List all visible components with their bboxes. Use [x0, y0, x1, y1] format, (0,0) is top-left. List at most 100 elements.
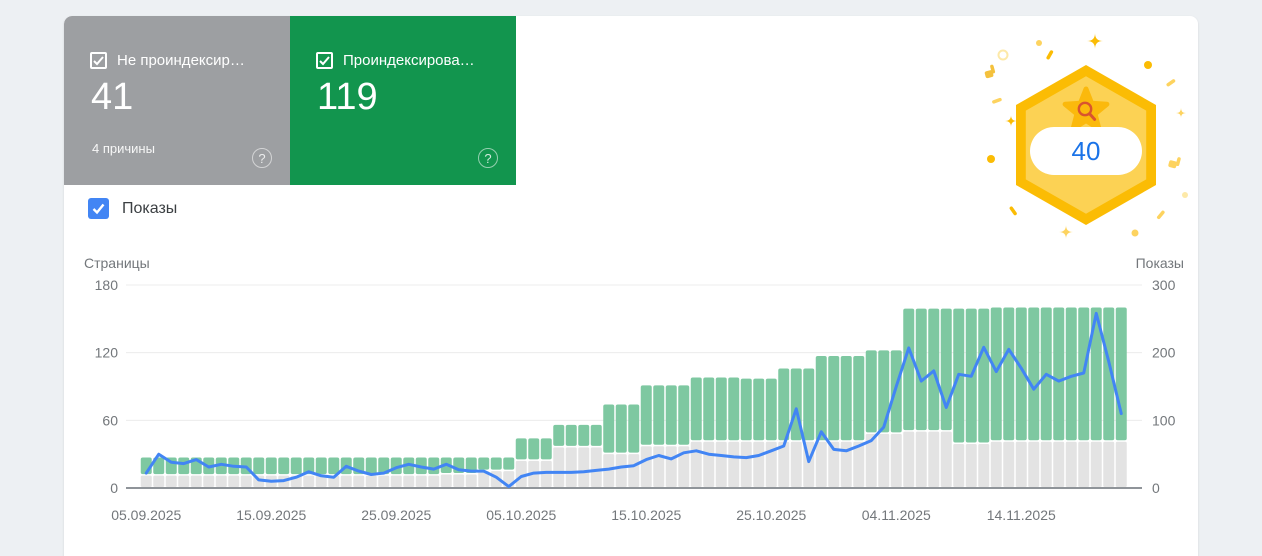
bar-segment-indexed — [978, 308, 990, 443]
bar-segment-indexed — [653, 385, 665, 445]
bar-segment-indexed — [365, 457, 377, 475]
bar-segment-not-indexed — [715, 441, 727, 487]
badge-value: 40 — [1072, 136, 1101, 166]
bar-segment-not-indexed — [378, 475, 390, 487]
bar-segment-not-indexed — [940, 431, 952, 487]
dash-confetti — [1166, 79, 1176, 87]
bar-segment-indexed — [853, 356, 865, 441]
bar-segment-indexed — [740, 378, 752, 441]
bar-segment-indexed — [1015, 307, 1027, 441]
bar-segment-indexed — [1003, 307, 1015, 441]
bar-segment-not-indexed — [815, 441, 827, 487]
bar-segment-not-indexed — [215, 475, 227, 487]
not-indexed-checkbox[interactable] — [90, 52, 107, 69]
bar-segment-not-indexed — [390, 475, 402, 487]
bar-segment-not-indexed — [1065, 441, 1077, 487]
help-icon[interactable]: ? — [252, 148, 272, 168]
bar-segment-indexed — [628, 404, 640, 453]
x-axis-date-label: 05.10.2025 — [486, 507, 556, 523]
sparkle-icon — [1087, 33, 1103, 49]
bar-segment-not-indexed — [178, 475, 190, 487]
bar-segment-indexed — [940, 308, 952, 431]
x-axis-date-label: 15.09.2025 — [236, 507, 306, 523]
bar-segment-indexed — [503, 457, 515, 470]
x-axis-date-label: 25.09.2025 — [361, 507, 431, 523]
bar-segment-not-indexed — [978, 444, 990, 487]
not-indexed-reasons: 4 причины — [92, 141, 155, 156]
bar-segment-not-indexed — [403, 475, 415, 487]
bar-segment-indexed — [990, 307, 1002, 441]
bar-segment-not-indexed — [153, 475, 165, 487]
dash-confetti — [1156, 210, 1165, 220]
bar-segment-not-indexed — [828, 441, 840, 487]
bar-segment-indexed — [1090, 307, 1102, 441]
x-axis-date-label: 15.10.2025 — [611, 507, 681, 523]
bar-segment-indexed — [915, 308, 927, 431]
bar-segment-not-indexed — [928, 431, 940, 487]
confetti-decoration — [984, 33, 1188, 239]
bar-segment-not-indexed — [1053, 441, 1065, 487]
indexed-checkbox[interactable] — [316, 52, 333, 69]
bar-segment-indexed — [878, 350, 890, 433]
ring-confetti — [997, 49, 1009, 61]
thumbs-up-icon — [984, 64, 996, 79]
bar-segment-indexed — [515, 438, 527, 460]
axis-labels: 0 60 120 180 0 100 200 300 Страницы Показы 05.09.2… — [84, 255, 1184, 523]
stat-cards: Не проиндексир… 41 4 причины ? Проиндекс… — [64, 16, 516, 185]
bar-segment-not-indexed — [465, 474, 477, 487]
indexed-count: 119 — [317, 76, 378, 118]
bar-segment-indexed — [678, 385, 690, 445]
dot-confetti — [1131, 229, 1139, 237]
bar-segment-not-indexed — [315, 475, 327, 487]
bar-segment-not-indexed — [965, 444, 977, 487]
bar-segment-indexed — [540, 438, 552, 460]
help-icon[interactable]: ? — [478, 148, 498, 168]
x-axis-date-label: 14.11.2025 — [987, 507, 1056, 523]
bar-segment-indexed — [778, 368, 790, 441]
bar-segment-not-indexed — [740, 441, 752, 487]
achievement-badge: 40 — [984, 33, 1188, 239]
checkmark-icon — [92, 203, 105, 215]
bar-segment-indexed — [153, 457, 165, 475]
bar-segment-not-indexed — [853, 441, 865, 487]
right-axis-tick: 100 — [1152, 412, 1176, 428]
bar-segment-indexed — [928, 308, 940, 431]
checkmark-icon — [319, 56, 330, 66]
bar-segment-not-indexed — [365, 475, 377, 487]
bar-segment-not-indexed — [990, 441, 1002, 487]
card-indexed[interactable]: Проиндексирова… 119 ? — [290, 16, 516, 185]
bar-segment-indexed — [528, 438, 540, 460]
bar-segment-indexed — [328, 457, 340, 475]
impressions-legend: Показы — [88, 198, 177, 219]
not-indexed-label: Не проиндексир… — [117, 52, 245, 69]
checkmark-icon — [93, 56, 104, 66]
indexing-chart[interactable]: 0 60 120 180 0 100 200 300 Страницы Показы 05.09.2… — [64, 240, 1198, 540]
bar-segment-not-indexed — [953, 444, 965, 487]
impressions-checkbox[interactable] — [88, 198, 109, 219]
bar-segment-not-indexed — [628, 454, 640, 487]
x-axis-date-label: 04.11.2025 — [862, 507, 931, 523]
not-indexed-count: 41 — [91, 76, 134, 118]
left-axis-title: Страницы — [84, 255, 150, 271]
bar-segment-indexed — [840, 356, 852, 441]
bar-segment-indexed — [253, 457, 265, 475]
bar-segment-indexed — [465, 457, 477, 473]
bar-segment-not-indexed — [1003, 441, 1015, 487]
impressions-line[interactable] — [144, 311, 1123, 489]
bar-segment-not-indexed — [865, 433, 877, 487]
sparkle-icon — [1176, 108, 1186, 118]
bar-segment-indexed — [1065, 307, 1077, 441]
bar-segment-not-indexed — [615, 454, 627, 487]
right-axis-tick: 0 — [1152, 480, 1160, 496]
bars-indexed[interactable] — [140, 307, 1127, 475]
left-axis-tick: 0 — [110, 480, 118, 496]
bar-segment-not-indexed — [1090, 441, 1102, 487]
bar-segment-indexed — [478, 457, 490, 470]
card-not-indexed[interactable]: Не проиндексир… 41 4 причины ? — [64, 16, 290, 185]
bar-segment-not-indexed — [890, 433, 902, 487]
bar-segment-indexed — [490, 457, 502, 470]
bar-segment-indexed — [278, 457, 290, 475]
bar-segment-not-indexed — [140, 475, 152, 487]
left-axis-tick: 120 — [95, 345, 119, 361]
bar-segment-indexed — [803, 368, 815, 441]
